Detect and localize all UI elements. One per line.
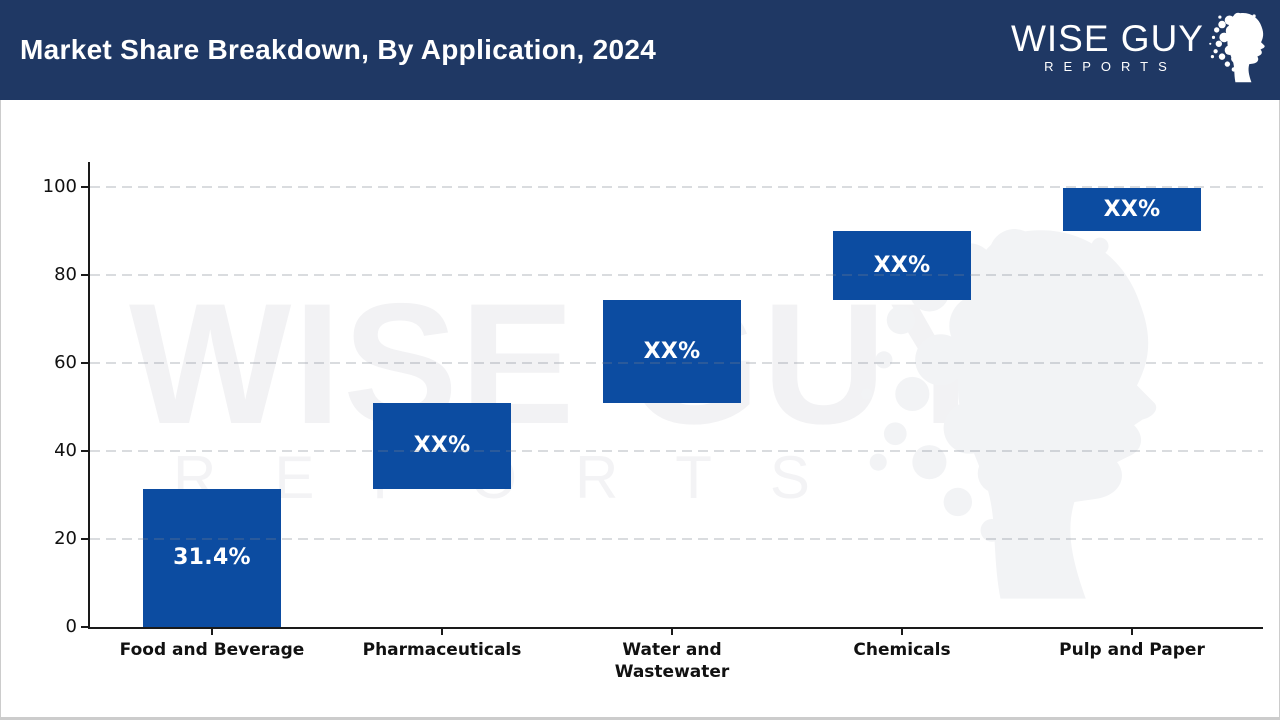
bar-water-and-wastewater: XX% [603,300,741,403]
logo-tagline-text: REPORTS [1044,59,1177,75]
y-axis-line [88,162,90,629]
x-tick-label: Water and Wastewater [614,640,730,682]
x-axis-tick [211,629,213,635]
header-bar: Market Share Breakdown, By Application, … [0,0,1280,100]
gridline [90,186,1263,188]
y-axis-tick [81,362,89,364]
y-axis-tick [81,274,89,276]
wiseguy-logo: WISE GUY REPORTS [1011,6,1268,88]
bar-value-label: 31.4% [173,545,251,571]
y-axis-tick [81,186,89,188]
y-axis-tick [81,626,89,628]
x-tick-label: Chemicals [853,640,951,660]
bar-chemicals: XX% [833,231,971,301]
gridline [90,538,1263,540]
gridline [90,362,1263,364]
gridline [90,274,1263,276]
chart-area: WISE GUY REPORTS 0 20 40 60 80 100 31.4% XX% XX%… [0,100,1280,720]
x-axis-line [88,627,1263,629]
x-tick-label: Pharmaceuticals [362,640,522,660]
x-tick-label: Pulp and Paper [1059,640,1205,660]
x-tick-label: Food and Beverage [119,640,305,660]
x-axis-tick [901,629,903,635]
bar-value-label: XX% [643,338,701,364]
x-axis-tick [441,629,443,635]
bar-value-label: XX% [1103,196,1161,222]
gridline [90,450,1263,452]
bar-food-and-beverage: 31.4% [143,488,281,627]
y-tick-label: 0 [65,616,77,637]
bar-pulp-and-paper: XX% [1063,187,1201,231]
y-tick-label: 20 [54,528,77,549]
y-tick-label: 60 [54,352,77,373]
x-axis-tick [1131,629,1133,635]
y-tick-label: 80 [54,264,77,285]
logo-brand-text: WISE GUY [1010,17,1204,59]
waterfall-chart: 0 20 40 60 80 100 31.4% XX% XX% XX% XX% Food and Be… [1,100,1279,717]
y-axis-tick [81,450,89,452]
y-tick-label: 100 [42,176,77,197]
wiseguy-logo-text: WISE GUY REPORTS [1010,17,1204,75]
bar-value-label: XX% [413,433,471,459]
x-axis-tick [671,629,673,635]
bar-pharmaceuticals: XX% [373,402,511,489]
y-axis-tick [81,538,89,540]
wiseguy-head-icon [1209,12,1265,83]
page-title: Market Share Breakdown, By Application, … [20,34,657,65]
y-tick-label: 40 [54,440,77,461]
